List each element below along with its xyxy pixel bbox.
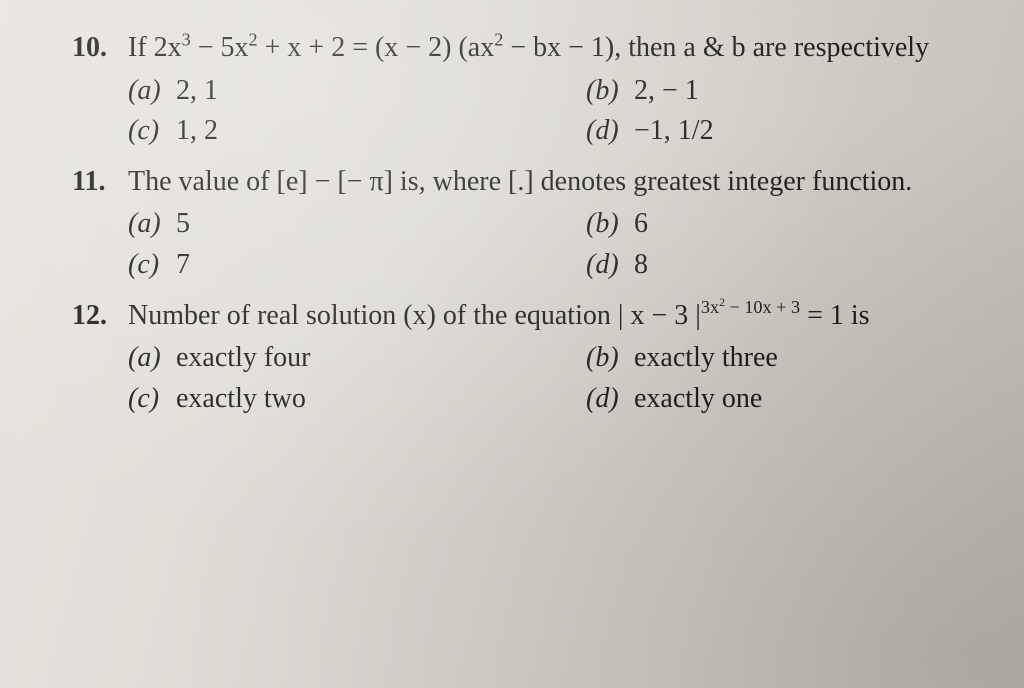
options-grid: (a) exactly four (b) exactly three (c) e… (128, 338, 984, 419)
option-text: 2, − 1 (634, 71, 699, 112)
question-number: 10. (72, 28, 128, 158)
options-grid: (a) 5 (b) 6 (c) 7 (d) 8 (128, 204, 984, 285)
question-body: The value of [e] − [− π] is, where [.] d… (128, 162, 984, 292)
question-stem: Number of real solution (x) of the equat… (128, 296, 984, 337)
option-b: (b) 6 (586, 204, 984, 245)
option-label: (c) (128, 379, 176, 420)
option-b: (b) exactly three (586, 338, 984, 379)
option-label: (a) (128, 338, 176, 379)
option-text: exactly three (634, 338, 778, 379)
option-d: (d) exactly one (586, 379, 984, 420)
option-label: (c) (128, 245, 176, 286)
option-label: (b) (586, 71, 634, 112)
question-number: 12. (72, 296, 128, 426)
option-text: 6 (634, 204, 648, 245)
option-text: 1, 2 (176, 111, 218, 152)
option-a: (a) 5 (128, 204, 526, 245)
option-label: (d) (586, 379, 634, 420)
question-12: 12. Number of real solution (x) of the e… (72, 296, 984, 426)
option-text: exactly four (176, 338, 311, 379)
option-text: 2, 1 (176, 71, 218, 112)
option-text: 8 (634, 245, 648, 286)
option-label: (b) (586, 204, 634, 245)
option-label: (a) (128, 71, 176, 112)
question-number: 11. (72, 162, 128, 292)
question-stem: The value of [e] − [− π] is, where [.] d… (128, 162, 984, 203)
option-text: exactly two (176, 379, 306, 420)
option-a: (a) exactly four (128, 338, 526, 379)
option-text: 5 (176, 204, 190, 245)
option-a: (a) 2, 1 (128, 71, 526, 112)
option-c: (c) exactly two (128, 379, 526, 420)
question-stem: If 2x3 − 5x2 + x + 2 = (x − 2) (ax2 − bx… (128, 28, 984, 69)
option-label: (b) (586, 338, 634, 379)
option-c: (c) 7 (128, 245, 526, 286)
option-text: 7 (176, 245, 190, 286)
options-grid: (a) 2, 1 (b) 2, − 1 (c) 1, 2 (d) −1, 1/2 (128, 71, 984, 152)
option-label: (d) (586, 111, 634, 152)
option-label: (c) (128, 111, 176, 152)
question-body: If 2x3 − 5x2 + x + 2 = (x − 2) (ax2 − bx… (128, 28, 984, 158)
question-11: 11. The value of [e] − [− π] is, where [… (72, 162, 984, 292)
option-label: (a) (128, 204, 176, 245)
option-text: exactly one (634, 379, 762, 420)
option-d: (d) 8 (586, 245, 984, 286)
option-b: (b) 2, − 1 (586, 71, 984, 112)
question-body: Number of real solution (x) of the equat… (128, 296, 984, 426)
option-c: (c) 1, 2 (128, 111, 526, 152)
option-label: (d) (586, 245, 634, 286)
option-text: −1, 1/2 (634, 111, 714, 152)
option-d: (d) −1, 1/2 (586, 111, 984, 152)
question-10: 10. If 2x3 − 5x2 + x + 2 = (x − 2) (ax2 … (72, 28, 984, 158)
